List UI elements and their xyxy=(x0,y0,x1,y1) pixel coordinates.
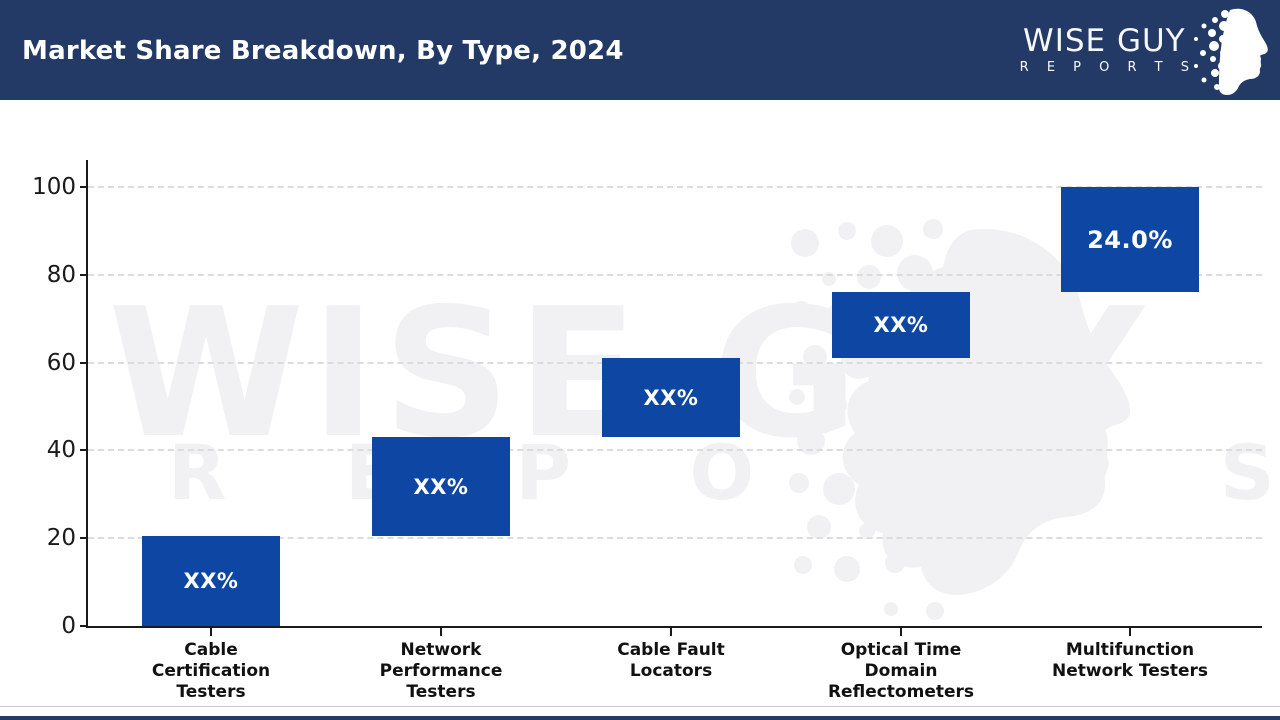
bottom-hairline xyxy=(0,706,1280,707)
gridline-80 xyxy=(88,273,1262,276)
category-label-cable-certification-testers: Cable Certification Testers xyxy=(151,640,271,702)
bar-multifunction-network-testers: 24.0% xyxy=(1061,187,1199,293)
bar-value-label-network-performance-testers: XX% xyxy=(413,474,469,499)
x-tick-cable-certification-testers xyxy=(210,628,212,636)
category-label-network-performance-testers: Network Performance Testers xyxy=(379,640,503,702)
x-tick-multifunction-network-testers xyxy=(1129,628,1131,636)
y-tick-label-40: 40 xyxy=(46,437,76,464)
x-tick-network-performance-testers xyxy=(440,628,442,636)
wise-guy-logo: WISE GUY R E P O R T S xyxy=(1013,6,1268,96)
category-label-cable-fault-locators: Cable Fault Locators xyxy=(617,640,725,681)
y-tick-label-0: 0 xyxy=(61,613,76,639)
logo-head-icon xyxy=(1194,8,1268,95)
bar-optical-time-domain-reflectometers: XX% xyxy=(832,292,970,359)
y-tick-40 xyxy=(80,449,88,452)
bar-value-label-cable-certification-testers: XX% xyxy=(183,568,239,593)
footer-bar xyxy=(0,716,1280,720)
category-label-optical-time-domain-reflectometers: Optical Time Domain Reflectometers xyxy=(827,640,975,702)
y-tick-label-80: 80 xyxy=(46,261,76,288)
logo-wordmark: WISE GUY R E P O R T S xyxy=(1013,24,1196,75)
x-tick-cable-fault-locators xyxy=(670,628,672,636)
gridline-20 xyxy=(88,537,1262,540)
y-tick-80 xyxy=(80,273,88,276)
x-tick-optical-time-domain-reflectometers xyxy=(900,628,902,636)
y-tick-0 xyxy=(80,625,88,627)
bar-value-label-multifunction-network-testers: 24.0% xyxy=(1087,225,1173,254)
bar-cable-fault-locators: XX% xyxy=(602,358,740,438)
y-tick-label-20: 20 xyxy=(46,525,76,552)
y-axis-spine xyxy=(86,160,88,628)
bar-value-label-optical-time-domain-reflectometers: XX% xyxy=(873,313,929,338)
bar-network-performance-testers: XX% xyxy=(372,437,510,536)
logo-wiseguy-text: WISE GUY xyxy=(1023,23,1186,59)
y-tick-60 xyxy=(80,361,88,364)
logo-reports-text: R E P O R T S xyxy=(1019,60,1196,75)
header-bar: Market Share Breakdown, By Type, 2024 WI… xyxy=(0,0,1280,100)
category-label-multifunction-network-testers: Multifunction Network Testers xyxy=(1051,640,1209,681)
gridline-100 xyxy=(88,186,1262,188)
y-tick-label-60: 60 xyxy=(46,349,76,376)
bar-value-label-cable-fault-locators: XX% xyxy=(643,385,699,410)
gridline-40 xyxy=(88,449,1262,452)
y-tick-100 xyxy=(80,186,88,188)
x-axis-spine xyxy=(86,626,1262,628)
bar-cable-certification-testers: XX% xyxy=(142,536,280,626)
y-tick-20 xyxy=(80,537,88,540)
y-tick-label-100: 100 xyxy=(32,174,76,200)
chart-title: Market Share Breakdown, By Type, 2024 xyxy=(22,36,624,66)
